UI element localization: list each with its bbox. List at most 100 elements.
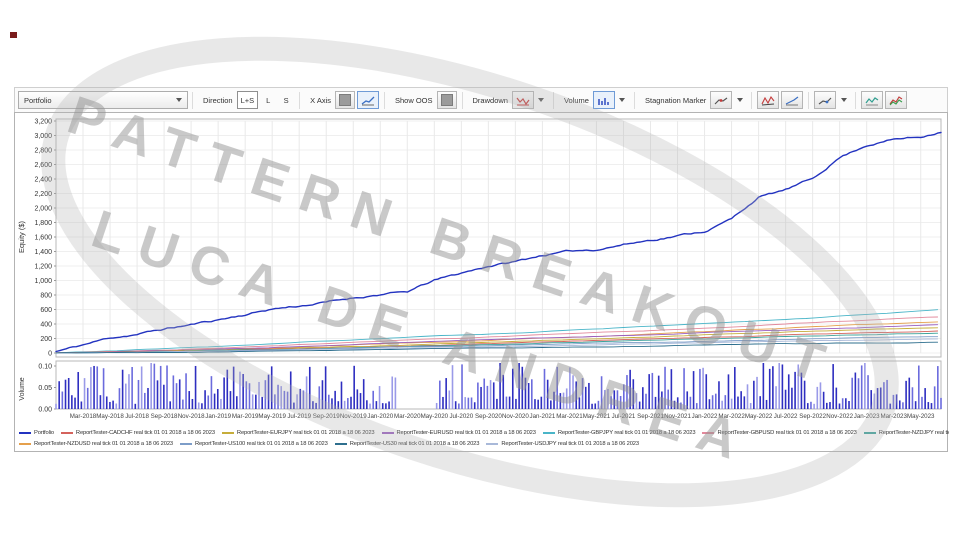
line-dot-chart-icon bbox=[818, 97, 832, 104]
legend-item[interactable]: ReportTester-NZDUSD real tick 01 01 2018… bbox=[19, 441, 173, 447]
legend-item[interactable]: ReportTester-USDJPY real tick 01 01 2018… bbox=[486, 441, 639, 447]
legend-label: ReportTester-US30 real tick 01 01 2018 a… bbox=[349, 440, 480, 447]
toolbar-separator bbox=[855, 91, 857, 109]
svg-text:1,200: 1,200 bbox=[34, 263, 52, 270]
legend-item[interactable]: ReportTester-GBPUSD real tick 01 01 2018… bbox=[702, 429, 857, 436]
chevron-down-icon bbox=[840, 98, 847, 102]
svg-text:Jul-2018: Jul-2018 bbox=[125, 413, 149, 420]
toolbar: Portfolio Direction L+S L S X Axis Show … bbox=[14, 87, 948, 112]
chevron-down-icon bbox=[176, 98, 182, 102]
legend-label: Portfolio bbox=[34, 429, 54, 436]
svg-text:3,000: 3,000 bbox=[34, 133, 52, 140]
svg-text:600: 600 bbox=[40, 307, 52, 314]
benchmark-button[interactable] bbox=[861, 91, 884, 109]
marker-style-button[interactable] bbox=[814, 91, 837, 109]
chevron-down-icon bbox=[619, 98, 626, 102]
chart-panel: 0 200 400 600 800 1,000 1,200 1,400 1,600 1,800 2,… bbox=[14, 112, 949, 452]
data-source-select[interactable]: Portfolio bbox=[18, 91, 188, 109]
toolbar-separator bbox=[384, 91, 385, 109]
legend-item[interactable]: ReportTester-NZDJPY real tick 01 01 2018… bbox=[863, 429, 949, 436]
svg-text:Jan-2020: Jan-2020 bbox=[367, 413, 393, 420]
stagnation-marker-button[interactable] bbox=[710, 91, 733, 109]
compare-equity-button[interactable] bbox=[757, 91, 780, 109]
svg-text:Jan-2023: Jan-2023 bbox=[854, 413, 880, 420]
direction-s-button[interactable]: S bbox=[283, 95, 289, 105]
multi-line-chart-icon bbox=[889, 95, 903, 105]
svg-text:Jan-2022: Jan-2022 bbox=[692, 413, 718, 420]
svg-text:0: 0 bbox=[48, 350, 52, 357]
chart-legend: Portfolio ReportTester-CADCHF real tick 0… bbox=[15, 425, 949, 451]
xaxis-label: X Axis bbox=[310, 95, 331, 105]
legend-item[interactable]: ReportTester-EURJPY real tick 01 01 2018… bbox=[221, 430, 375, 436]
toolbar-separator bbox=[808, 91, 810, 109]
svg-text:1,600: 1,600 bbox=[34, 234, 52, 241]
teal-zigzag-chart-icon bbox=[865, 96, 879, 105]
toolbar-separator bbox=[461, 91, 463, 109]
legend-row: ReportTester-NZDUSD real tick 01 01 2018… bbox=[19, 438, 947, 449]
svg-text:May-2019: May-2019 bbox=[258, 413, 286, 420]
svg-text:Jan-2021: Jan-2021 bbox=[530, 413, 556, 420]
svg-text:1,800: 1,800 bbox=[34, 220, 52, 227]
legend-label: ReportTester-US100 real tick 01 01 2018 … bbox=[194, 440, 328, 447]
legend-dash-icon bbox=[334, 442, 347, 445]
volume-dropdown-button[interactable] bbox=[616, 90, 629, 110]
legend-label: ReportTester-EURUSD real tick 01 01 2018… bbox=[396, 429, 536, 436]
xaxis-time-button[interactable] bbox=[357, 91, 379, 109]
legend-row: Portfolio ReportTester-CADCHF real tick 0… bbox=[19, 427, 949, 438]
equity-marks-button[interactable] bbox=[781, 91, 804, 109]
svg-text:May-2022: May-2022 bbox=[745, 413, 773, 420]
svg-text:May-2021: May-2021 bbox=[583, 413, 611, 420]
chevron-down-icon bbox=[736, 98, 743, 102]
legend-item[interactable]: Portfolio bbox=[19, 430, 54, 436]
drawdown-label: Drawdown bbox=[472, 95, 508, 105]
corner-marker bbox=[10, 32, 17, 38]
legend-item[interactable]: ReportTester-US30 real tick 01 01 2018 a… bbox=[334, 440, 480, 447]
blank-swatch-icon bbox=[339, 94, 351, 106]
svg-text:Jul-2019: Jul-2019 bbox=[287, 413, 311, 420]
svg-text:Jul-2020: Jul-2020 bbox=[449, 413, 473, 420]
stagnation-dropdown-button[interactable] bbox=[733, 90, 746, 110]
svg-text:Sep-2018: Sep-2018 bbox=[151, 413, 178, 420]
legend-label: ReportTester-NZDJPY real tick 01 01 2018… bbox=[878, 429, 949, 436]
svg-text:May-2018: May-2018 bbox=[96, 413, 124, 420]
legend-dash-icon bbox=[19, 431, 31, 434]
data-source-value: Portfolio bbox=[24, 95, 52, 105]
legend-dash-icon bbox=[179, 442, 192, 445]
svg-text:0.10: 0.10 bbox=[38, 363, 52, 370]
legend-dash-icon bbox=[542, 431, 555, 434]
volume-button[interactable] bbox=[592, 91, 615, 109]
direction-ls-button[interactable]: L+S bbox=[236, 91, 259, 109]
multi-series-button[interactable] bbox=[885, 91, 908, 109]
svg-text:Nov-2022: Nov-2022 bbox=[826, 413, 853, 420]
svg-text:2,200: 2,200 bbox=[34, 191, 52, 198]
legend-label: ReportTester-GBPUSD real tick 01 01 2018… bbox=[717, 429, 857, 436]
direction-l-button[interactable]: L bbox=[266, 95, 271, 105]
svg-text:Jan-2019: Jan-2019 bbox=[205, 413, 231, 420]
legend-item[interactable]: ReportTester-GBPJPY real tick 01 01 2018… bbox=[542, 429, 696, 436]
svg-text:1,400: 1,400 bbox=[34, 249, 52, 256]
chevron-down-icon bbox=[538, 98, 545, 102]
legend-item[interactable]: ReportTester-CADCHF real tick 01 01 2018… bbox=[60, 430, 215, 436]
equity-volume-chart: 0 200 400 600 800 1,000 1,200 1,400 1,600 1,800 2,… bbox=[17, 118, 942, 420]
toolbar-separator bbox=[299, 91, 301, 109]
show-oos-button[interactable] bbox=[436, 91, 457, 109]
volume-bars-icon bbox=[598, 97, 609, 105]
stagnation-marker-label: Stagnation Marker bbox=[644, 95, 707, 105]
legend-label: ReportTester-GBPJPY real tick 01 01 2018… bbox=[557, 429, 696, 436]
drawdown-button[interactable] bbox=[511, 91, 534, 109]
drawdown-dropdown-button[interactable] bbox=[535, 90, 548, 110]
legend-item[interactable]: ReportTester-US100 real tick 01 01 2018 … bbox=[179, 440, 328, 447]
svg-text:800: 800 bbox=[40, 292, 52, 299]
svg-text:Sep-2020: Sep-2020 bbox=[475, 413, 502, 420]
dual-line-chart-icon bbox=[761, 95, 775, 105]
svg-text:2,400: 2,400 bbox=[34, 176, 52, 183]
toolbar-separator bbox=[192, 91, 193, 109]
svg-text:3,200: 3,200 bbox=[34, 118, 52, 125]
svg-text:2,800: 2,800 bbox=[34, 147, 52, 154]
legend-item[interactable]: ReportTester-EURUSD real tick 01 01 2018… bbox=[381, 429, 536, 436]
svg-text:May-2023: May-2023 bbox=[907, 413, 935, 420]
xaxis-trades-button[interactable] bbox=[335, 91, 355, 109]
marker-style-dropdown-button[interactable] bbox=[837, 90, 850, 110]
svg-text:2,600: 2,600 bbox=[34, 162, 52, 169]
svg-text:Nov-2020: Nov-2020 bbox=[502, 413, 529, 420]
